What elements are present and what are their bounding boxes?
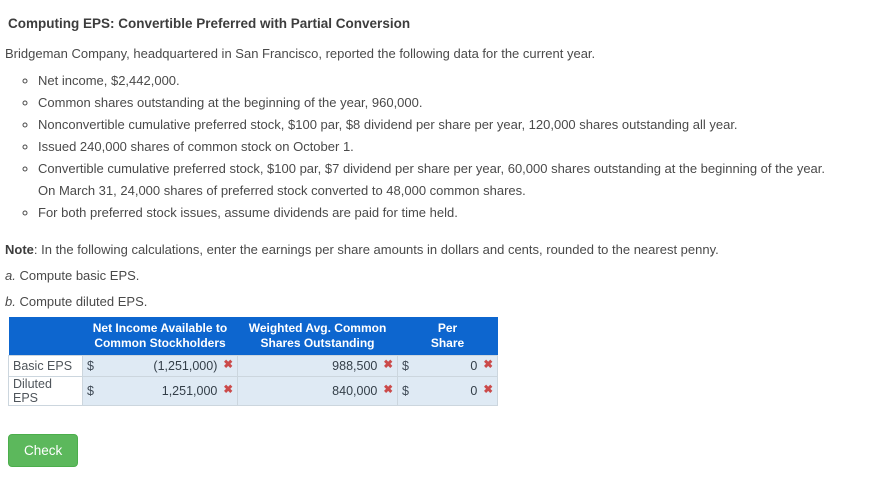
intro-paragraph: Bridgeman Company, headquartered in San …: [5, 46, 596, 61]
part-a-instruction: a. Compute basic EPS.: [5, 265, 881, 287]
header-weighted-avg-shares: Weighted Avg. Common Shares Outstanding: [237, 317, 398, 356]
diluted-shares-value: 840,000: [332, 384, 378, 398]
dollar-sign: $: [87, 384, 94, 398]
incorrect-icon: ✖: [223, 359, 233, 372]
dollar-sign: $: [402, 384, 409, 398]
fact-nonconvertible-preferred: Nonconvertible cumulative preferred stoc…: [38, 114, 833, 136]
eps-table: Net Income Available to Common Stockholde…: [8, 317, 498, 406]
part-a-letter: a.: [5, 268, 16, 283]
table-header-row: Net Income Available to Common Stockholde…: [8, 317, 498, 356]
row-label-diluted-eps: Diluted EPS: [8, 376, 83, 406]
incorrect-icon: ✖: [483, 359, 493, 372]
diluted-net-income-value: 1,251,000: [161, 384, 218, 398]
diluted-per-share-input[interactable]: $ 0 ✖: [397, 376, 498, 406]
row-label-basic-eps: Basic EPS: [8, 355, 83, 377]
header-row-labels: [8, 317, 83, 356]
basic-shares-input[interactable]: 988,500 ✖: [237, 355, 398, 377]
incorrect-icon: ✖: [483, 384, 493, 397]
diluted-shares-input[interactable]: 840,000 ✖: [237, 376, 398, 406]
part-b-letter: b.: [5, 294, 16, 309]
header-shares-line2: Shares Outstanding: [260, 336, 375, 350]
table-row-diluted-eps: Diluted EPS $ 1,251,000 ✖ 840,000 ✖: [8, 376, 498, 406]
exercise-page: Computing EPS: Convertible Preferred wit…: [0, 0, 891, 467]
dollar-sign: $: [87, 359, 94, 373]
header-shares-line1: Weighted Avg. Common: [248, 321, 387, 335]
note-label: Note: [5, 242, 34, 257]
dollar-sign: $: [402, 359, 409, 373]
header-per-share-line1: Per: [437, 321, 458, 335]
basic-per-share-input[interactable]: $ 0 ✖: [397, 355, 498, 377]
incorrect-icon: ✖: [383, 359, 393, 372]
fact-dividends-assumption: For both preferred stock issues, assume …: [38, 202, 833, 224]
note-text: : In the following calculations, enter t…: [33, 242, 719, 257]
basic-net-income-value: (1,251,000): [153, 359, 218, 373]
diluted-per-share-value: 0: [470, 384, 478, 398]
header-per-share-line2: Share: [430, 336, 465, 350]
note-paragraph: Note: In the following calculations, ent…: [5, 239, 881, 261]
header-net-income-line1: Net Income Available to: [92, 321, 228, 335]
check-button[interactable]: Check: [8, 434, 79, 467]
basic-net-income-input[interactable]: $ (1,251,000) ✖: [82, 355, 238, 377]
header-net-income: Net Income Available to Common Stockholde…: [82, 317, 238, 356]
diluted-net-income-input[interactable]: $ 1,251,000 ✖: [82, 376, 238, 406]
page-title: Computing EPS: Convertible Preferred wit…: [8, 16, 411, 31]
facts-list: Net income, $2,442,000. Common shares ou…: [5, 70, 833, 224]
fact-convertible-preferred: Convertible cumulative preferred stock, …: [38, 158, 833, 202]
table-row-basic-eps: Basic EPS $ (1,251,000) ✖ 988,500 ✖: [8, 355, 498, 377]
basic-shares-value: 988,500: [332, 359, 378, 373]
fact-issued-shares: Issued 240,000 shares of common stock on…: [38, 136, 833, 158]
fact-net-income: Net income, $2,442,000.: [38, 70, 833, 92]
fact-common-shares: Common shares outstanding at the beginni…: [38, 92, 833, 114]
basic-per-share-value: 0: [470, 359, 478, 373]
header-per-share: Per Share: [397, 317, 498, 356]
part-a-text: Compute basic EPS.: [15, 268, 140, 283]
part-b-text: Compute diluted EPS.: [15, 294, 148, 309]
part-b-instruction: b. Compute diluted EPS.: [5, 291, 881, 313]
incorrect-icon: ✖: [383, 384, 393, 397]
incorrect-icon: ✖: [223, 384, 233, 397]
header-net-income-line2: Common Stockholders: [94, 336, 226, 350]
